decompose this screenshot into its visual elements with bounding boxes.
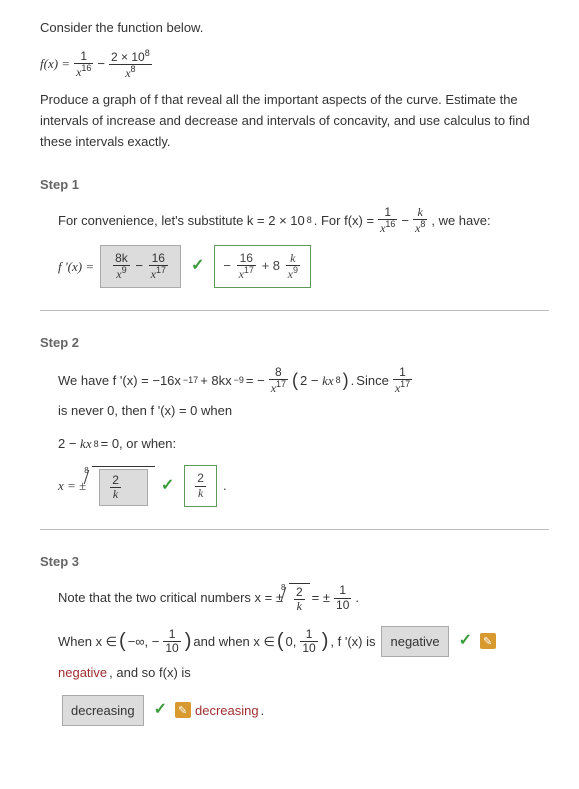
answer-box-monotone[interactable]: decreasing xyxy=(62,695,144,726)
step2-line1: We have f '(x) = −16x−17 + 8kx−9 = − 8 x… xyxy=(58,364,549,422)
step2-x: x = ± 8 2 k ✓ 2 k . xyxy=(58,465,549,506)
step1-deriv: f '(x) = 8k x9 − 16 x17 ✓ − 16 x17 + 8 k… xyxy=(58,245,549,288)
step3-body: Note that the two critical numbers x = ±… xyxy=(58,583,549,726)
answer-box-sign[interactable]: negative xyxy=(381,626,448,657)
step1-label: Step 1 xyxy=(40,177,549,192)
step3-line2: When x ∈ ( −∞, − 1 10 ) and when x ∈ ( 0… xyxy=(58,623,549,684)
separator xyxy=(40,310,549,311)
prompt-line1: Consider the function below. xyxy=(40,18,549,39)
correct-text-monotone: decreasing xyxy=(195,699,259,722)
step1-line1: For convenience, let's substitute k = 2 … xyxy=(58,206,549,235)
answer-box-deriv[interactable]: 8k x9 − 16 x17 xyxy=(100,245,181,288)
root-8: 8 2 k xyxy=(88,466,155,506)
check-icon: ✓ xyxy=(459,627,472,656)
check-icon: ✓ xyxy=(154,696,167,725)
answer-box-root[interactable]: 2 k xyxy=(99,469,148,506)
frac-1: 1 x16 xyxy=(74,50,93,79)
step2-body: We have f '(x) = −16x−17 + 8kx−9 = − 8 x… xyxy=(58,364,549,507)
check-icon: ✓ xyxy=(191,252,204,281)
step3-label: Step 3 xyxy=(40,554,549,569)
pencil-icon[interactable] xyxy=(175,702,191,718)
separator xyxy=(40,529,549,530)
step3-line1: Note that the two critical numbers x = ±… xyxy=(58,583,549,613)
correct-box-root: 2 k xyxy=(184,465,217,506)
correct-box-deriv: − 16 x17 + 8 k x9 xyxy=(214,245,311,288)
step3-line3: decreasing ✓ decreasing . xyxy=(58,695,549,726)
f-lhs: f(x) = xyxy=(40,54,70,75)
pencil-icon[interactable] xyxy=(480,633,496,649)
check-icon: ✓ xyxy=(161,472,174,501)
step1-body: For convenience, let's substitute k = 2 … xyxy=(58,206,549,289)
step2-label: Step 2 xyxy=(40,335,549,350)
correct-text-sign: negative xyxy=(58,661,107,684)
function-def: f(x) = 1 x16 − 2 × 108 x8 xyxy=(40,49,549,80)
prompt-line2: Produce a graph of f that reveal all the… xyxy=(40,90,549,152)
frac-2: 2 × 108 x8 xyxy=(109,49,152,80)
step2-line2: 2 − kx8 = 0, or when: xyxy=(58,432,549,455)
problem-prompt: Consider the function below. f(x) = 1 x1… xyxy=(40,18,549,153)
